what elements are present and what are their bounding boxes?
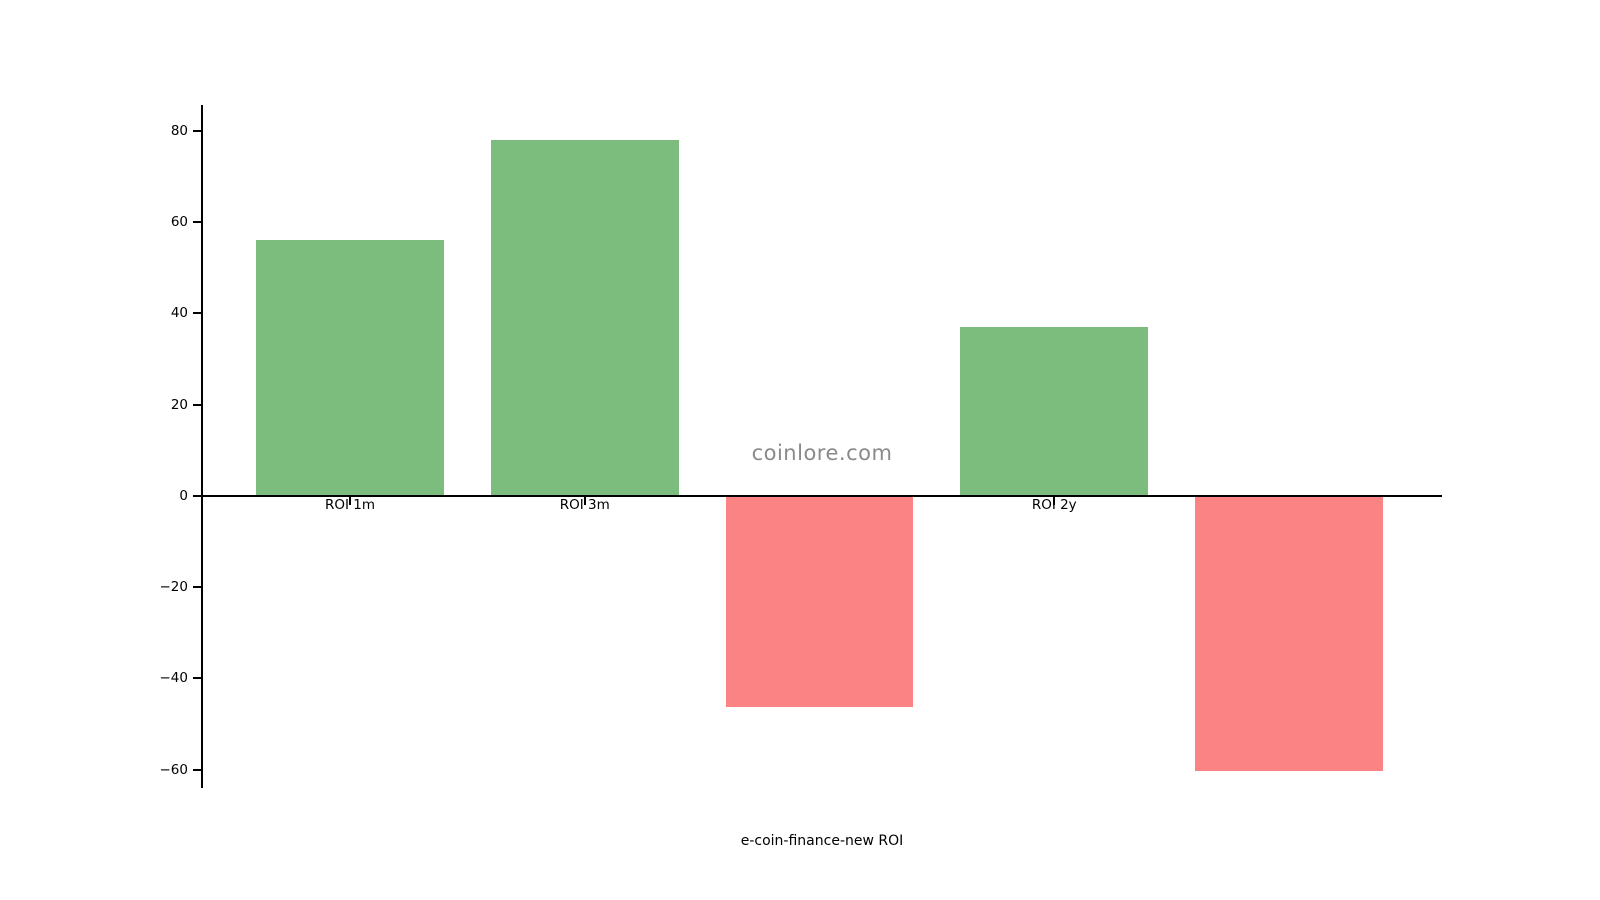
bar-roi-1m <box>256 240 444 496</box>
y-axis-spine <box>201 105 203 788</box>
y-tick-mark <box>193 220 202 223</box>
chart-title: e-coin-finance-new ROI <box>740 833 904 849</box>
y-tick-label: 60 <box>170 213 188 230</box>
y-tick-label: −60 <box>159 761 189 778</box>
x-tick-label: ROI 1m <box>324 496 376 513</box>
y-tick-label: 40 <box>170 305 188 322</box>
y-tick-mark <box>193 768 202 771</box>
x-axis-line <box>201 494 1442 497</box>
bar-roi-2y <box>960 326 1149 496</box>
y-tick-label: 0 <box>179 487 188 504</box>
y-tick-mark <box>193 494 202 497</box>
bar-roi-3 <box>725 496 914 707</box>
x-tick-mark <box>349 495 351 505</box>
y-tick-label: 20 <box>170 396 188 413</box>
x-tick-label: ROI 2y <box>1031 496 1077 513</box>
y-tick-label: 80 <box>170 122 188 139</box>
y-tick-mark <box>193 677 202 680</box>
bar-roi-3m <box>490 139 679 496</box>
y-tick-mark <box>193 403 202 406</box>
y-tick-mark <box>193 129 202 132</box>
bar-roi-5 <box>1195 496 1383 771</box>
x-tick-label: ROI 3m <box>559 496 610 513</box>
y-tick-mark <box>193 586 202 589</box>
y-tick-label: −40 <box>159 670 189 687</box>
x-tick-mark <box>583 495 586 505</box>
watermark-text: coinlore.com <box>751 441 893 465</box>
y-tick-label: −20 <box>159 579 189 596</box>
x-tick-mark <box>1053 495 1056 505</box>
y-tick-mark <box>193 312 202 315</box>
